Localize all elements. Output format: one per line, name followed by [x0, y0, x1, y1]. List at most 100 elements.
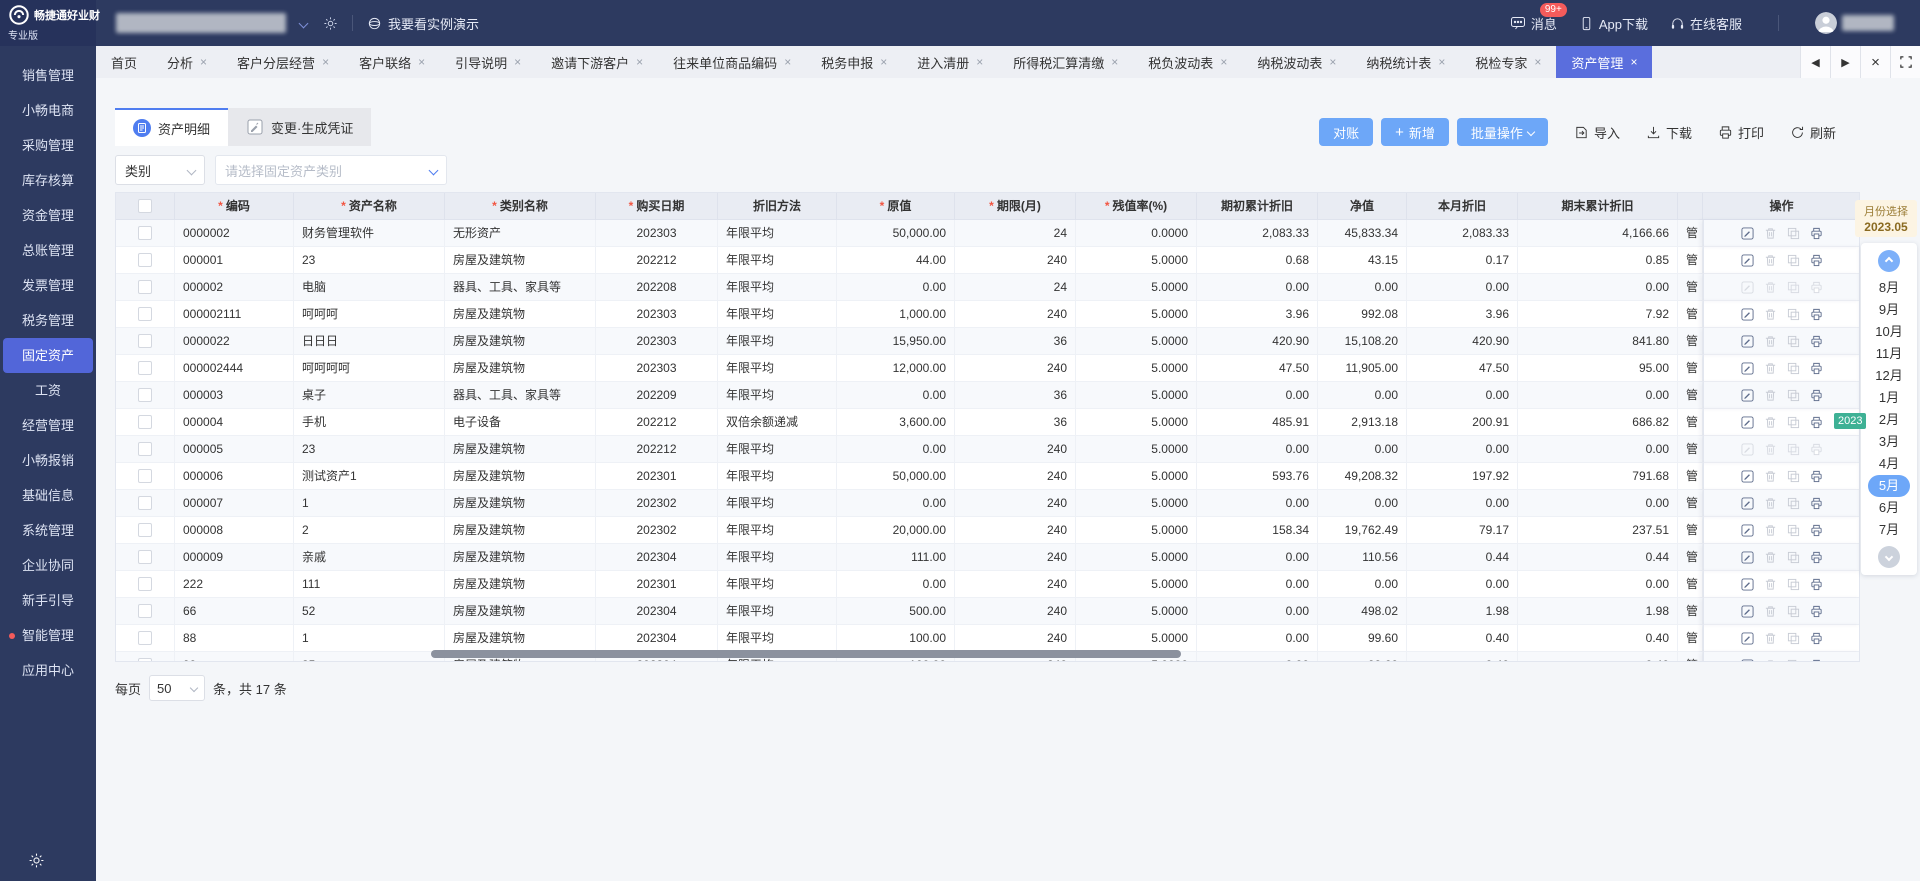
- print-row-icon[interactable]: [1810, 281, 1823, 294]
- tab-scroll-left-button[interactable]: ◀: [1800, 46, 1830, 78]
- sidebar-item[interactable]: 新手引导: [3, 583, 93, 618]
- sidebar-item[interactable]: 税务管理: [3, 303, 93, 338]
- row-checkbox[interactable]: [138, 280, 152, 294]
- close-icon[interactable]: ×: [880, 55, 888, 69]
- month-item[interactable]: 12月: [1875, 368, 1903, 383]
- delete-icon[interactable]: [1764, 254, 1777, 267]
- scroll-up-icon[interactable]: [1878, 250, 1900, 272]
- edit-icon[interactable]: [1741, 226, 1754, 240]
- per-page-select[interactable]: 50: [149, 675, 206, 701]
- month-item[interactable]: 1月: [1878, 390, 1900, 405]
- month-item[interactable]: 10月: [1875, 324, 1903, 339]
- tab-item[interactable]: 资产管理 ×: [1556, 46, 1653, 78]
- copy-icon[interactable]: [1787, 416, 1800, 429]
- tab-item[interactable]: 邀请下游客户 ×: [536, 46, 658, 78]
- settings-gear-icon[interactable]: [28, 852, 45, 869]
- close-icon[interactable]: ×: [784, 55, 792, 69]
- reconcile-button[interactable]: 对账: [1319, 118, 1374, 146]
- user-menu[interactable]: [1815, 12, 1894, 34]
- close-icon[interactable]: ×: [514, 55, 522, 69]
- print-row-icon[interactable]: [1810, 362, 1823, 375]
- copy-icon[interactable]: [1787, 524, 1800, 537]
- edit-icon[interactable]: [1741, 658, 1754, 661]
- print-row-icon[interactable]: [1810, 443, 1823, 456]
- row-checkbox[interactable]: [138, 469, 152, 483]
- tab-item[interactable]: 往来单位商品编码 ×: [658, 46, 806, 78]
- sidebar-item[interactable]: 采购管理: [3, 128, 93, 163]
- month-item[interactable]: 8月: [1878, 280, 1900, 295]
- edit-icon[interactable]: [1741, 523, 1754, 537]
- row-checkbox[interactable]: [138, 361, 152, 375]
- tab-item[interactable]: 进入清册 ×: [902, 46, 998, 78]
- close-icon[interactable]: ×: [976, 55, 984, 69]
- print-button[interactable]: 打印: [1718, 123, 1764, 142]
- row-checkbox[interactable]: [138, 388, 152, 402]
- copy-icon[interactable]: [1787, 470, 1800, 483]
- row-checkbox[interactable]: [138, 604, 152, 618]
- copy-icon[interactable]: [1787, 362, 1800, 375]
- sidebar-item[interactable]: 智能管理: [3, 618, 93, 653]
- delete-icon[interactable]: [1764, 497, 1777, 510]
- row-checkbox[interactable]: [138, 577, 152, 591]
- edit-icon[interactable]: [1741, 280, 1754, 294]
- close-icon[interactable]: ×: [322, 55, 330, 69]
- tab-item[interactable]: 纳税波动表 ×: [1242, 46, 1351, 78]
- sidebar-item[interactable]: 发票管理: [3, 268, 93, 303]
- print-row-icon[interactable]: [1810, 497, 1823, 510]
- online-support-button[interactable]: 在线客服: [1670, 14, 1742, 33]
- delete-icon[interactable]: [1764, 470, 1777, 483]
- delete-icon[interactable]: [1764, 335, 1777, 348]
- print-row-icon[interactable]: [1810, 308, 1823, 321]
- edit-icon[interactable]: [1741, 388, 1754, 402]
- edit-icon[interactable]: [1741, 334, 1754, 348]
- print-row-icon[interactable]: [1810, 254, 1823, 267]
- copy-icon[interactable]: [1787, 659, 1800, 661]
- messages-button[interactable]: 消息 99+: [1510, 2, 1567, 33]
- chevron-down-icon[interactable]: [298, 14, 309, 32]
- month-item[interactable]: 6月: [1878, 500, 1900, 515]
- month-item[interactable]: 11月: [1875, 346, 1903, 361]
- row-checkbox[interactable]: [138, 550, 152, 564]
- sidebar-item[interactable]: 应用中心: [3, 653, 93, 688]
- sidebar-item[interactable]: 系统管理: [3, 513, 93, 548]
- tab-item[interactable]: 所得税汇算清缴 ×: [998, 46, 1133, 78]
- delete-icon[interactable]: [1764, 362, 1777, 375]
- row-checkbox[interactable]: [138, 496, 152, 510]
- copy-icon[interactable]: [1787, 551, 1800, 564]
- select-all-checkbox[interactable]: [138, 199, 152, 213]
- sidebar-item[interactable]: 工资: [3, 373, 93, 408]
- print-row-icon[interactable]: [1810, 632, 1823, 645]
- tab-asset-detail[interactable]: 资产明细: [115, 108, 229, 146]
- row-checkbox[interactable]: [138, 334, 152, 348]
- delete-icon[interactable]: [1764, 416, 1777, 429]
- copy-icon[interactable]: [1787, 497, 1800, 510]
- sidebar-item[interactable]: 销售管理: [3, 58, 93, 93]
- delete-icon[interactable]: [1764, 578, 1777, 591]
- row-checkbox[interactable]: [138, 442, 152, 456]
- delete-icon[interactable]: [1764, 659, 1777, 661]
- month-item[interactable]: 4月: [1878, 456, 1900, 471]
- tab-change-voucher[interactable]: 变更·生成凭证: [228, 108, 372, 146]
- print-row-icon[interactable]: [1810, 227, 1823, 240]
- sidebar-item[interactable]: 经营管理: [3, 408, 93, 443]
- sidebar-item[interactable]: 基础信息: [3, 478, 93, 513]
- tab-scroll-right-button[interactable]: ▶: [1830, 46, 1860, 78]
- app-download-button[interactable]: App下载: [1579, 14, 1648, 33]
- company-selector[interactable]: [116, 13, 286, 33]
- delete-icon[interactable]: [1764, 524, 1777, 537]
- copy-icon[interactable]: [1787, 605, 1800, 618]
- copy-icon[interactable]: [1787, 281, 1800, 294]
- delete-icon[interactable]: [1764, 551, 1777, 564]
- row-checkbox[interactable]: [138, 658, 152, 661]
- month-item[interactable]: 2月: [1878, 412, 1900, 427]
- row-checkbox[interactable]: [138, 415, 152, 429]
- copy-icon[interactable]: [1787, 227, 1800, 240]
- tab-item[interactable]: 纳税统计表 ×: [1351, 46, 1460, 78]
- edit-icon[interactable]: [1741, 442, 1754, 456]
- tab-item[interactable]: 客户联络 ×: [344, 46, 440, 78]
- tab-item[interactable]: 税检专家 ×: [1460, 46, 1556, 78]
- edit-icon[interactable]: [1741, 361, 1754, 375]
- edit-icon[interactable]: [1741, 496, 1754, 510]
- gear-icon[interactable]: [323, 16, 338, 31]
- copy-icon[interactable]: [1787, 578, 1800, 591]
